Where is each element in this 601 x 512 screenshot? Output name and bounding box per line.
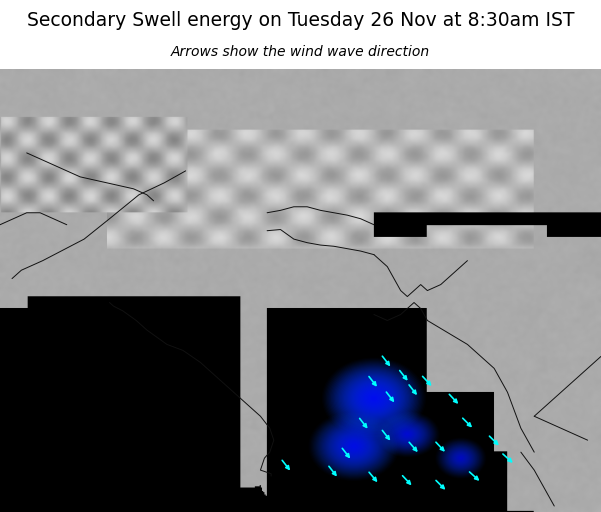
- Ellipse shape: [352, 444, 356, 448]
- Ellipse shape: [326, 425, 381, 467]
- Ellipse shape: [337, 433, 371, 459]
- Ellipse shape: [349, 442, 359, 450]
- Ellipse shape: [341, 373, 406, 424]
- Ellipse shape: [371, 396, 377, 400]
- Ellipse shape: [345, 376, 403, 421]
- Ellipse shape: [365, 391, 383, 406]
- Ellipse shape: [359, 387, 388, 410]
- Ellipse shape: [399, 429, 415, 440]
- Ellipse shape: [325, 424, 382, 468]
- Ellipse shape: [396, 426, 419, 442]
- Ellipse shape: [346, 440, 362, 452]
- Ellipse shape: [406, 433, 409, 435]
- Ellipse shape: [391, 422, 424, 446]
- Ellipse shape: [401, 430, 414, 439]
- Ellipse shape: [456, 455, 465, 462]
- Ellipse shape: [362, 389, 386, 408]
- Ellipse shape: [394, 425, 421, 443]
- Ellipse shape: [405, 433, 410, 436]
- Ellipse shape: [322, 421, 386, 471]
- Ellipse shape: [397, 426, 418, 442]
- Ellipse shape: [331, 365, 417, 432]
- Ellipse shape: [337, 370, 410, 427]
- Ellipse shape: [358, 386, 389, 411]
- Ellipse shape: [344, 375, 404, 422]
- Ellipse shape: [368, 394, 379, 402]
- Ellipse shape: [325, 423, 383, 469]
- Ellipse shape: [370, 395, 378, 401]
- Ellipse shape: [353, 382, 395, 415]
- Ellipse shape: [364, 390, 385, 407]
- Ellipse shape: [355, 383, 394, 414]
- Ellipse shape: [344, 438, 364, 454]
- Ellipse shape: [334, 367, 414, 430]
- Ellipse shape: [329, 427, 379, 465]
- Ellipse shape: [397, 427, 417, 441]
- Ellipse shape: [328, 426, 380, 466]
- Ellipse shape: [329, 364, 418, 433]
- Ellipse shape: [334, 431, 374, 462]
- Ellipse shape: [403, 431, 412, 438]
- Ellipse shape: [458, 456, 463, 460]
- Ellipse shape: [457, 455, 465, 461]
- Ellipse shape: [367, 393, 380, 403]
- Ellipse shape: [343, 437, 365, 455]
- Ellipse shape: [340, 436, 368, 457]
- Ellipse shape: [335, 368, 413, 429]
- Ellipse shape: [331, 429, 377, 464]
- Ellipse shape: [323, 422, 385, 470]
- Ellipse shape: [330, 428, 378, 464]
- Ellipse shape: [350, 380, 397, 417]
- Ellipse shape: [340, 372, 408, 425]
- Ellipse shape: [356, 384, 392, 413]
- Ellipse shape: [345, 439, 363, 453]
- Ellipse shape: [332, 430, 376, 463]
- Ellipse shape: [394, 424, 421, 444]
- Ellipse shape: [395, 425, 419, 443]
- Ellipse shape: [336, 369, 412, 428]
- Ellipse shape: [335, 432, 372, 460]
- Ellipse shape: [398, 428, 416, 441]
- Ellipse shape: [457, 456, 464, 461]
- Ellipse shape: [459, 457, 462, 459]
- Ellipse shape: [338, 434, 370, 458]
- Ellipse shape: [352, 381, 396, 416]
- Ellipse shape: [348, 442, 359, 451]
- Ellipse shape: [403, 431, 412, 437]
- Ellipse shape: [392, 423, 423, 445]
- Ellipse shape: [404, 432, 410, 437]
- Ellipse shape: [347, 377, 401, 420]
- Ellipse shape: [366, 392, 382, 404]
- Ellipse shape: [349, 379, 398, 418]
- Ellipse shape: [321, 421, 387, 472]
- Ellipse shape: [343, 374, 405, 423]
- Ellipse shape: [401, 430, 413, 438]
- Ellipse shape: [348, 378, 400, 419]
- Ellipse shape: [459, 457, 463, 460]
- Ellipse shape: [347, 441, 361, 452]
- Text: Secondary Swell energy on Tuesday 26 Nov at 8:30am IST: Secondary Swell energy on Tuesday 26 Nov…: [27, 11, 574, 30]
- Text: Arrows show the wind wave direction: Arrows show the wind wave direction: [171, 45, 430, 59]
- Ellipse shape: [332, 366, 416, 431]
- Ellipse shape: [350, 443, 358, 449]
- Ellipse shape: [341, 437, 367, 456]
- Ellipse shape: [339, 435, 369, 458]
- Ellipse shape: [400, 429, 415, 439]
- Ellipse shape: [339, 371, 409, 426]
- Ellipse shape: [361, 388, 387, 409]
- Ellipse shape: [357, 385, 391, 412]
- Ellipse shape: [335, 431, 373, 461]
- Ellipse shape: [392, 423, 422, 445]
